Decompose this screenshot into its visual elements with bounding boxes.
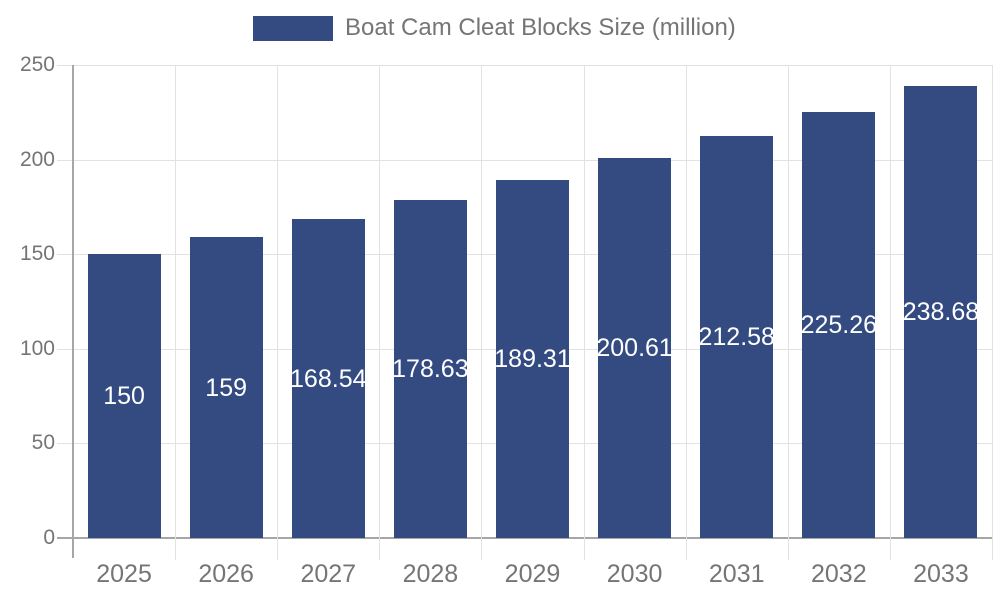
h-gridline (57, 65, 992, 66)
legend-swatch-icon (253, 15, 333, 41)
v-gridline (379, 65, 381, 560)
bar-2026 (189, 237, 263, 538)
bar-2032 (802, 111, 876, 538)
bar-value-label: 238.68 (902, 298, 980, 327)
legend-label: Boat Cam Cleat Blocks Size (million) (345, 14, 736, 41)
bar-2033 (904, 86, 978, 538)
y-tick-label: 150 (19, 242, 55, 266)
y-tick-label: 0 (43, 526, 55, 549)
bar-value-label: 178.63 (392, 355, 469, 384)
v-gridline (583, 65, 585, 560)
bar-2025 (87, 254, 161, 538)
v-gridline (889, 65, 891, 560)
x-tick-label: 2028 (402, 560, 459, 588)
bar-2027 (291, 219, 365, 538)
x-tick-label: 2033 (913, 560, 969, 588)
v-gridline (481, 65, 483, 560)
bar-2028 (393, 200, 467, 538)
legend: Boat Cam Cleat Blocks Size (million) (253, 14, 736, 42)
bar-value-label: 168.54 (290, 364, 367, 393)
v-gridline (787, 65, 789, 560)
x-tick-label: 2030 (606, 560, 663, 588)
bar-value-label: 200.61 (596, 334, 673, 363)
legend-item[interactable]: Boat Cam Cleat Blocks Size (million) (253, 14, 736, 42)
bar-value-label: 150 (103, 382, 145, 411)
v-gridline (992, 65, 993, 560)
bar-value-label: 225.26 (800, 310, 878, 339)
h-gridline (57, 159, 992, 161)
bar-value-label: 159 (205, 373, 248, 402)
y-tick-label: 50 (31, 431, 55, 455)
y-axis-line (72, 65, 74, 558)
bar-value-label: 189.31 (494, 344, 571, 373)
x-tick-label: 2032 (811, 560, 867, 588)
x-tick-label: 2031 (708, 560, 765, 588)
v-gridline (685, 65, 687, 560)
x-tick-label: 2027 (300, 560, 357, 588)
x-tick-label: 2026 (198, 560, 254, 588)
y-tick-label: 200 (19, 147, 55, 171)
x-tick-label: 2029 (504, 560, 561, 588)
bar-value-label: 212.58 (698, 322, 775, 351)
bar-2031 (700, 135, 774, 538)
y-tick-label: 100 (19, 336, 55, 360)
x-axis-line (57, 537, 992, 539)
v-gridline (175, 65, 177, 560)
x-tick-label: 2025 (96, 560, 152, 588)
y-tick-label: 250 (19, 53, 55, 76)
bar-2029 (496, 179, 569, 538)
bar-2030 (598, 158, 672, 538)
v-gridline (277, 65, 279, 560)
